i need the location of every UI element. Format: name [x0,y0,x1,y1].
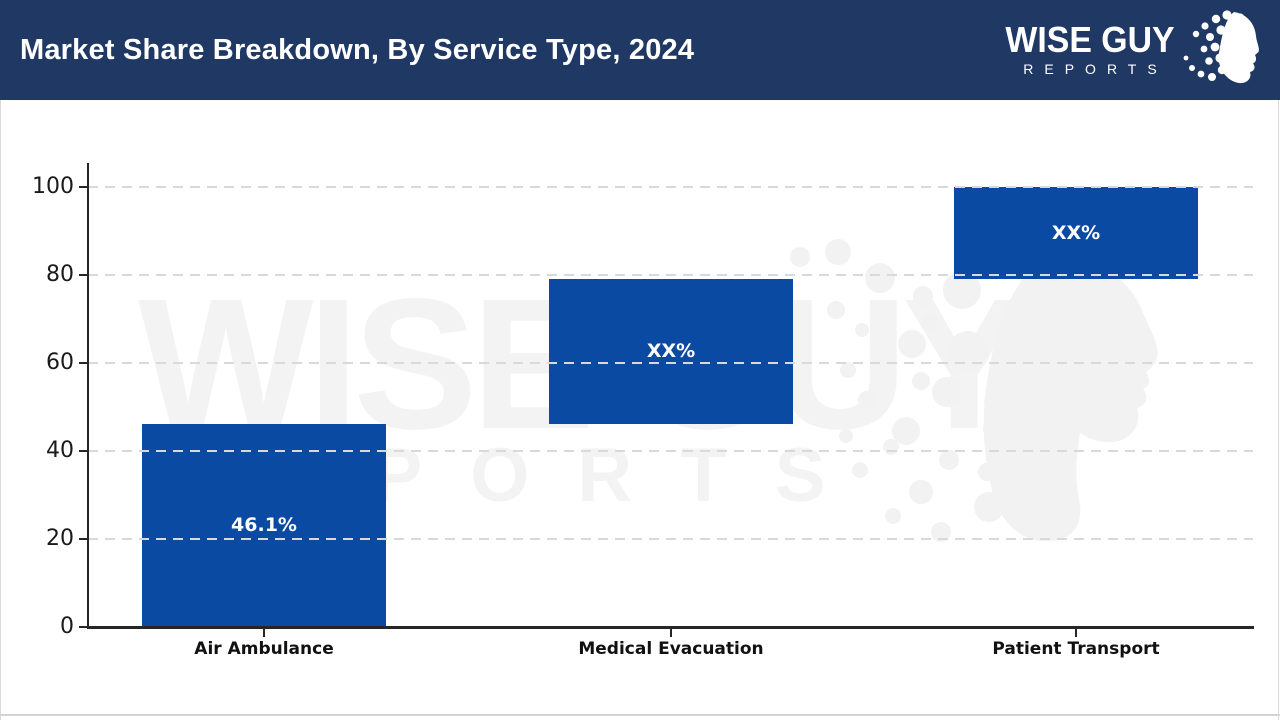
y-tick-mark-100 [79,185,88,188]
page-border-right [1278,100,1279,720]
bar-value-label: XX% [1051,221,1101,244]
category-label-1: Medical Evacuation [578,639,764,659]
x-tick-mark-2 [1075,629,1077,637]
category-label-2: Patient Transport [992,639,1160,659]
y-tick-mark-40 [79,449,88,452]
x-tick-mark-0 [263,629,265,637]
y-tick-mark-0 [79,625,88,628]
y-tick-label-40: 40 [46,437,74,463]
gridline-40 [88,449,1253,452]
bar-patient-transport: XX% [954,186,1198,279]
gridline-100 [88,185,1253,188]
y-tick-label-0: 0 [60,613,74,639]
bar-medical-evacuation: XX% [549,278,793,424]
header: Market Share Breakdown, By Service Type,… [0,0,1280,100]
dotted-head-profile-icon [1183,10,1259,84]
watermark-dotted-head-icon [790,239,1158,542]
y-tick-label-60: 60 [46,349,74,375]
x-axis-line [87,626,1254,629]
y-tick-label-20: 20 [46,525,74,551]
brand-logo-text: WISE GUY REPORTS [1000,22,1180,78]
y-tick-mark-20 [79,537,88,540]
y-axis-line [87,163,89,629]
gridline-80 [88,273,1253,276]
bar-value-label: 46.1% [231,514,297,537]
bar-value-label: XX% [646,340,696,363]
gridline-20 [88,537,1253,540]
y-tick-mark-60 [79,361,88,364]
page-border-bottom [0,714,1280,716]
x-tick-mark-1 [670,629,672,637]
brand-name: WISE GUY [1005,19,1175,60]
gridline-60 [88,361,1253,364]
brand-subtitle: REPORTS [1023,61,1168,77]
page-border-left [0,100,1,720]
bar-air-ambulance: 46.1% [142,423,386,627]
y-tick-label-100: 100 [32,173,74,199]
y-tick-label-80: 80 [46,261,74,287]
brand-logo: WISE GUY REPORTS [1000,6,1266,94]
page-title: Market Share Breakdown, By Service Type,… [20,33,695,66]
y-tick-mark-80 [79,273,88,276]
category-label-0: Air Ambulance [194,639,334,659]
